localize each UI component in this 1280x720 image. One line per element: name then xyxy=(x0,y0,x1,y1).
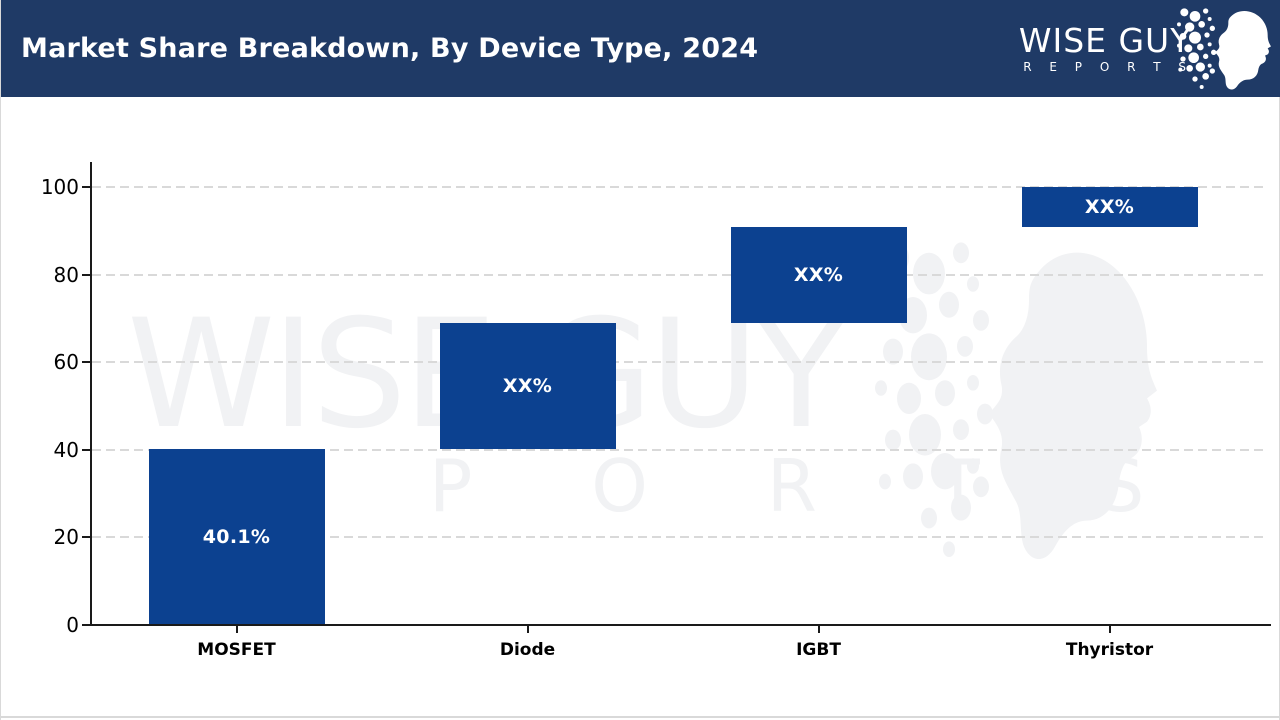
logo-head-icon xyxy=(1177,8,1271,90)
y-tick-label-100: 100 xyxy=(40,175,79,199)
watermark-head-icon xyxy=(875,242,1157,560)
gridline-100 xyxy=(92,186,1264,188)
bar-thyristor xyxy=(1021,187,1198,227)
wise-guy-reports-logo: WISE GUY R E P O R T S xyxy=(1017,4,1275,94)
y-tick-label-60: 60 xyxy=(53,350,79,375)
x-axis-line xyxy=(89,624,1271,626)
category-label-thyristor: Thyristor xyxy=(1065,640,1154,660)
bar-value-label-thyristor: XX% xyxy=(1084,195,1135,218)
bar-igbt xyxy=(730,226,907,324)
category-label-diode: Diode xyxy=(499,640,556,660)
bar-value-label-mosfet: 40.1% xyxy=(202,526,271,549)
gridline-20 xyxy=(92,536,1264,539)
bar-value-label-diode: XX% xyxy=(502,375,553,398)
bar-value-label-igbt: XX% xyxy=(793,264,844,287)
bar-diode xyxy=(439,323,616,450)
y-tick-20 xyxy=(82,536,91,539)
gridline-40 xyxy=(92,448,1264,451)
x-tick-igbt xyxy=(817,626,820,633)
y-tick-label-0: 0 xyxy=(66,613,79,637)
y-tick-label-20: 20 xyxy=(53,525,79,550)
bar-mosfet xyxy=(148,449,325,625)
y-tick-100 xyxy=(82,186,91,188)
y-tick-80 xyxy=(82,273,91,276)
gridline-60 xyxy=(92,361,1264,364)
page-title: Market Share Breakdown, By Device Type, … xyxy=(21,33,759,64)
y-tick-label-40: 40 xyxy=(53,437,79,462)
logo-subtext: R E P O R T S xyxy=(1023,59,1193,74)
y-tick-60 xyxy=(82,361,91,364)
logo-name-text: WISE GUY xyxy=(1018,21,1192,61)
y-tick-0 xyxy=(82,624,91,626)
y-tick-label-80: 80 xyxy=(53,262,79,287)
y-tick-40 xyxy=(82,448,91,451)
header-bar: Market Share Breakdown, By Device Type, … xyxy=(1,0,1280,97)
x-tick-diode xyxy=(526,626,529,633)
y-axis-line xyxy=(90,162,92,626)
category-label-igbt: IGBT xyxy=(796,640,841,660)
x-tick-thyristor xyxy=(1108,626,1111,633)
category-label-mosfet: MOSFET xyxy=(197,640,276,660)
x-tick-mosfet xyxy=(235,626,238,633)
bottom-divider xyxy=(1,716,1280,718)
gridline-80 xyxy=(92,273,1264,276)
